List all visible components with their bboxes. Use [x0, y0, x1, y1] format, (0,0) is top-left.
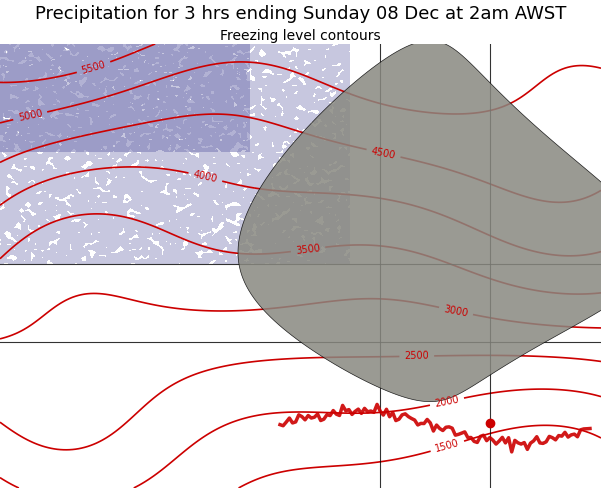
Text: 5500: 5500 [81, 59, 107, 76]
Text: 4000: 4000 [192, 169, 218, 184]
Text: 1500: 1500 [434, 438, 460, 454]
Text: 3000: 3000 [443, 304, 469, 318]
Text: Precipitation for 3 hrs ending Sunday 08 Dec at 2am AWST: Precipitation for 3 hrs ending Sunday 08… [35, 5, 566, 23]
Text: Freezing level contours: Freezing level contours [220, 29, 381, 43]
Text: 2500: 2500 [404, 351, 429, 362]
Text: 2000: 2000 [434, 394, 460, 409]
PathPatch shape [238, 41, 601, 402]
Text: 4500: 4500 [370, 146, 397, 161]
Text: 5000: 5000 [17, 108, 43, 123]
Text: 3500: 3500 [295, 243, 321, 256]
